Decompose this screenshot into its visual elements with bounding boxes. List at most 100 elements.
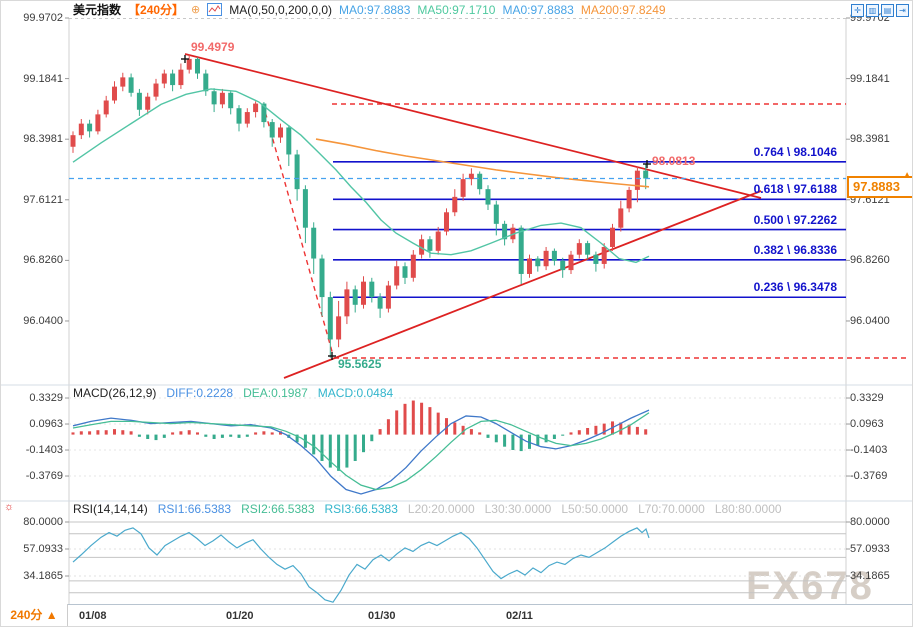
ascending-trendline bbox=[283, 190, 762, 379]
candle-body bbox=[601, 246, 607, 264]
macd-bar bbox=[478, 432, 482, 435]
candle-body bbox=[576, 243, 582, 255]
candle-body bbox=[460, 179, 466, 197]
candle-body bbox=[377, 297, 383, 309]
candle-body bbox=[361, 281, 366, 305]
macd-bar bbox=[436, 412, 440, 435]
rsi-axis-label-right: 34.1865 bbox=[850, 570, 890, 582]
macd-bar bbox=[445, 418, 448, 435]
candle-body bbox=[435, 231, 441, 251]
macd-hist-value: MACD:0.0484 bbox=[317, 386, 394, 400]
rsi2-value: RSI2:66.5383 bbox=[241, 502, 315, 516]
rsi-name[interactable]: RSI(14,14,14) bbox=[73, 502, 148, 516]
candle-body bbox=[261, 103, 267, 123]
macd-bar bbox=[196, 432, 199, 435]
macd-bar bbox=[96, 430, 100, 435]
period-selector[interactable]: 240分 ▲ bbox=[1, 604, 68, 626]
macd-bar bbox=[635, 426, 639, 435]
candle-body bbox=[336, 316, 342, 340]
candle-body bbox=[410, 254, 416, 278]
panel-layout-icon[interactable]: ▥ bbox=[866, 4, 879, 17]
macd-bar bbox=[104, 430, 108, 435]
candle-body bbox=[427, 239, 433, 251]
fib-label: 0.618 \ 97.6188 bbox=[753, 182, 837, 197]
macd-bar bbox=[88, 431, 92, 435]
candle-body bbox=[352, 289, 358, 305]
ma-formula[interactable]: MA(0,50,0,200,0,0) bbox=[229, 2, 332, 17]
candle-body bbox=[327, 297, 333, 340]
move-crosshair-icon[interactable]: ✛ bbox=[851, 4, 864, 17]
chart-type-icon[interactable] bbox=[207, 3, 223, 16]
macd-axis-label-left: -0.3769 bbox=[25, 470, 63, 483]
candle-body bbox=[560, 260, 566, 271]
macd-bar bbox=[519, 434, 523, 452]
macd-bar bbox=[619, 422, 623, 435]
price-up-arrow-icon: ▲ bbox=[902, 170, 912, 181]
measured-move-dashed-line bbox=[262, 103, 334, 356]
macd-bar bbox=[461, 425, 465, 435]
macd-bar bbox=[362, 434, 365, 453]
macd-name[interactable]: MACD(26,12,9) bbox=[73, 386, 157, 400]
candle-body bbox=[228, 92, 234, 109]
descending-trendline bbox=[184, 53, 762, 199]
macd-bar bbox=[345, 434, 349, 468]
macd-bar bbox=[162, 434, 166, 438]
rsi-l20: L20:20.0000 bbox=[407, 502, 475, 516]
candle-body bbox=[195, 58, 200, 74]
candle-body bbox=[551, 250, 557, 261]
instrument-title: 美元指数 bbox=[73, 3, 122, 17]
macd-bar bbox=[552, 434, 556, 439]
candle-body bbox=[294, 154, 300, 190]
fib-label: 0.500 \ 97.2262 bbox=[753, 212, 837, 227]
candle-body bbox=[269, 122, 275, 138]
candle-body bbox=[369, 281, 375, 298]
add-indicator-icon[interactable]: ⊕ bbox=[191, 4, 201, 16]
indicator-window-icon[interactable]: ▤ bbox=[881, 4, 894, 17]
indicator-settings-icon[interactable]: ☼ bbox=[4, 501, 15, 513]
macd-bar bbox=[428, 407, 432, 435]
macd-bar bbox=[486, 434, 490, 438]
price-axis-label-right: 96.8260 bbox=[850, 254, 890, 267]
macd-bar bbox=[577, 430, 581, 435]
candle-body bbox=[186, 58, 192, 70]
macd-bar bbox=[503, 434, 507, 447]
macd-bar bbox=[644, 429, 648, 435]
timeframe-label[interactable]: 【240分】 bbox=[128, 3, 185, 17]
macd-bar bbox=[204, 434, 208, 437]
macd-header: MACD(26,12,9) DIFF:0.2228 DEA:0.1987 MAC… bbox=[73, 386, 393, 400]
macd-bar bbox=[544, 434, 548, 443]
macd-dea-value: DEA:0.1987 bbox=[243, 386, 308, 400]
candle-body bbox=[402, 266, 408, 278]
ma0-value-2: MA0:97.8883 bbox=[502, 2, 574, 17]
macd-bar bbox=[229, 434, 233, 437]
candle-body bbox=[278, 127, 283, 138]
rsi-axis-label-left: 80.0000 bbox=[23, 516, 63, 528]
macd-bar bbox=[262, 431, 266, 435]
time-axis bbox=[1, 604, 912, 626]
macd-bar bbox=[569, 432, 573, 435]
macd-bar bbox=[220, 434, 224, 438]
macd-axis-label-left: 0.3329 bbox=[29, 392, 63, 404]
candle-body bbox=[626, 189, 632, 209]
candle-body bbox=[385, 285, 391, 309]
rsi-header: RSI(14,14,14) RSI1:66.5383 RSI2:66.5383 … bbox=[73, 502, 782, 516]
candle-body bbox=[136, 92, 142, 110]
price-annotation: 95.5625 bbox=[338, 357, 382, 371]
macd-bar bbox=[353, 434, 357, 461]
rsi-axis-label-left: 57.0933 bbox=[23, 543, 63, 555]
rsi-l30: L30:30.0000 bbox=[484, 502, 552, 516]
scroll-right-icon[interactable]: ⇥ bbox=[896, 4, 909, 17]
ma50-value: MA50:97.1710 bbox=[417, 2, 496, 17]
macd-bar bbox=[594, 425, 598, 435]
macd-diff-line bbox=[72, 409, 650, 495]
candle-body bbox=[95, 114, 101, 132]
date-label: 01/30 bbox=[368, 610, 396, 622]
macd-diff-value: DIFF:0.2228 bbox=[166, 386, 234, 400]
candle-body bbox=[527, 258, 532, 274]
candle-body bbox=[302, 189, 308, 228]
rsi-axis-label-right: 57.0933 bbox=[850, 543, 890, 555]
candle-body bbox=[219, 92, 225, 105]
macd-bar bbox=[627, 424, 631, 435]
